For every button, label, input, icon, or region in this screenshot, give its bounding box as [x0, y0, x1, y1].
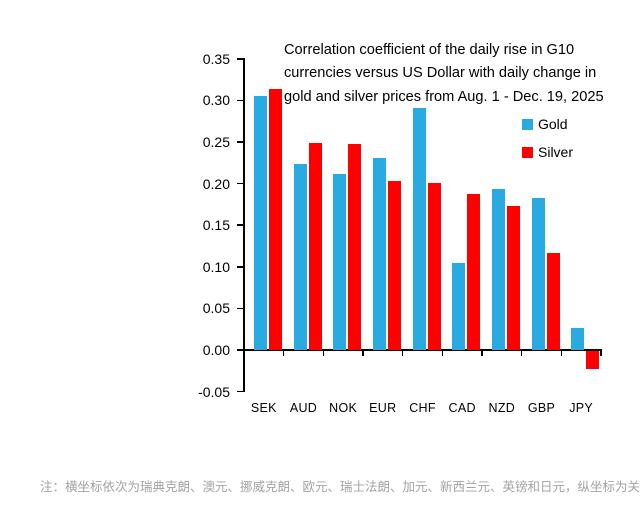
- x-axis-label-cad: CAD: [448, 401, 476, 415]
- chart-title-line-2: currencies versus US Dollar with daily c…: [284, 65, 597, 82]
- y-axis-tick-label: 0.35: [202, 50, 230, 67]
- y-axis-tick-label: 0.10: [202, 258, 230, 275]
- x-axis-tick: [520, 350, 523, 356]
- bar-silver-gbp: [546, 252, 560, 350]
- x-axis-label-sek: SEK: [250, 401, 277, 415]
- bar-gold-sek: [254, 96, 267, 350]
- bar-silver-jpy: [586, 351, 600, 370]
- x-axis-tick: [401, 350, 404, 356]
- legend-swatch-silver: [522, 147, 533, 158]
- chart-title-line-1: Correlation coefficient of the daily ris…: [284, 42, 575, 58]
- x-axis-label-nok: NOK: [329, 401, 358, 415]
- bar-silver-eur: [388, 181, 401, 350]
- bar-silver-cad: [467, 193, 481, 350]
- bar-gold-cad: [452, 263, 466, 350]
- legend-label-silver: Silver: [538, 144, 574, 160]
- bar-silver-nok: [348, 143, 362, 350]
- y-axis-tick-label: 0.20: [202, 175, 230, 192]
- x-axis-label-nzd: NZD: [488, 401, 516, 415]
- y-axis-tick: [237, 307, 243, 310]
- x-axis-label-jpy: JPY: [569, 401, 594, 415]
- y-axis-tick-label: 0.25: [202, 134, 230, 150]
- x-axis-tick: [282, 350, 285, 356]
- x-axis-tick: [362, 350, 364, 356]
- y-axis-line: [243, 58, 245, 392]
- y-axis-tick-label: -0.05: [198, 383, 230, 400]
- bar-gold-aud: [293, 163, 307, 350]
- bar-gold-chf: [412, 107, 426, 350]
- bar-gold-eur: [373, 157, 386, 350]
- bar-gold-nzd: [492, 189, 505, 350]
- y-axis-tick: [237, 349, 243, 351]
- x-axis-label-chf: CHF: [409, 401, 436, 415]
- y-axis-tick: [237, 182, 243, 185]
- bar-gold-nok: [333, 174, 347, 350]
- bar-silver-aud: [308, 142, 322, 350]
- bar-silver-chf: [427, 182, 441, 350]
- y-axis-tick: [237, 99, 243, 102]
- y-axis-tick-label: 0.30: [202, 92, 230, 109]
- bar-gold-gbp: [531, 197, 545, 350]
- legend-swatch-gold: [522, 119, 533, 130]
- x-axis-label-aud: AUD: [289, 401, 318, 415]
- y-axis-tick: [237, 390, 243, 393]
- chart-title-line-3: gold and silver prices from Aug. 1 - Dec…: [284, 88, 604, 105]
- chart-title: Correlation coefficient of the daily ris…: [284, 39, 624, 109]
- bar-silver-nzd: [507, 206, 520, 350]
- bar-silver-sek: [269, 88, 282, 350]
- y-axis-tick-label: 0.00: [202, 342, 230, 358]
- y-axis-tick: [237, 224, 243, 226]
- x-axis-label-eur: EUR: [369, 401, 397, 415]
- legend-label-gold: Gold: [538, 116, 568, 132]
- y-axis-tick: [237, 141, 243, 143]
- bar-gold-jpy: [571, 328, 585, 350]
- y-axis-tick-label: 0.05: [202, 300, 230, 317]
- y-axis-tick: [237, 58, 243, 60]
- x-axis-tick: [441, 350, 444, 356]
- x-axis-tick: [243, 350, 245, 356]
- y-axis-tick-label: 0.15: [202, 217, 230, 234]
- chart-footnote: 注：横坐标依次为瑞典克朗、澳元、挪威克朗、欧元、瑞士法朗、加元、新西兰元、英镑和…: [40, 480, 640, 494]
- x-axis-tick: [322, 350, 325, 356]
- y-axis-tick: [237, 266, 243, 268]
- x-axis-tick: [560, 350, 563, 356]
- x-axis-label-gbp: GBP: [527, 401, 556, 415]
- x-axis-tick: [481, 350, 483, 356]
- x-axis-tick: [600, 350, 602, 356]
